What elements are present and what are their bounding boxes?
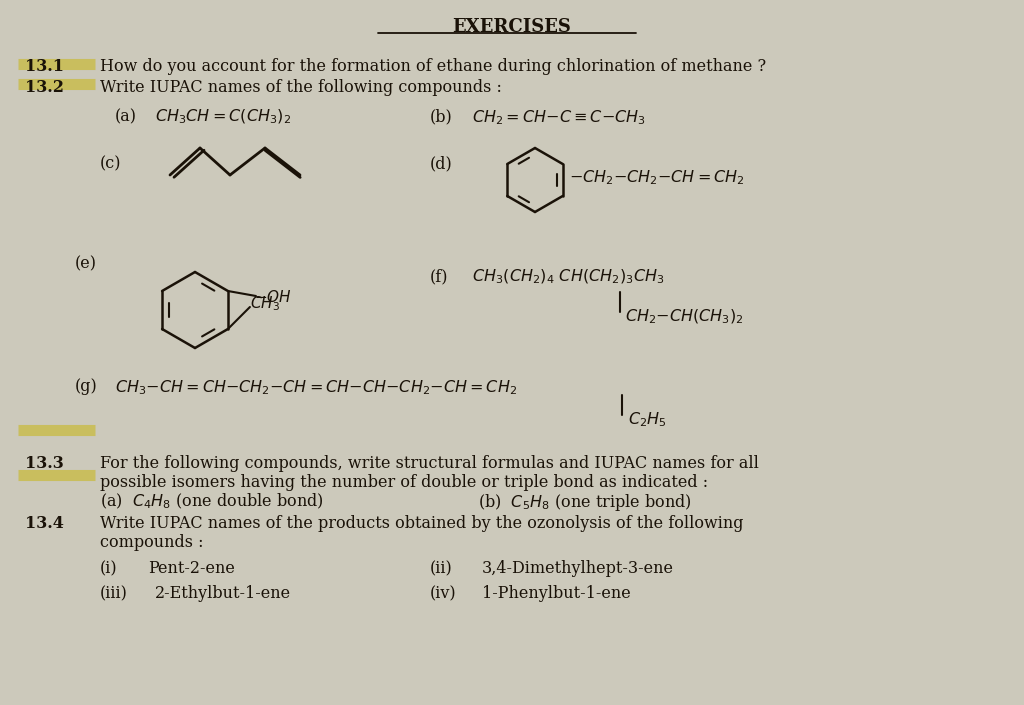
Text: Write IUPAC names of the following compounds :: Write IUPAC names of the following compo… — [100, 79, 502, 96]
Text: (ii): (ii) — [430, 560, 453, 577]
Text: $-OH$: $-OH$ — [254, 289, 292, 305]
Text: $CH_3(CH_2)_4\ CH(CH_2)_3CH_3$: $CH_3(CH_2)_4\ CH(CH_2)_3CH_3$ — [472, 268, 665, 286]
Text: $C_2H_5$: $C_2H_5$ — [628, 410, 667, 429]
Text: How do you account for the formation of ethane during chlorination of methane ?: How do you account for the formation of … — [100, 58, 766, 75]
Text: possible isomers having the number of double or triple bond as indicated :: possible isomers having the number of do… — [100, 474, 709, 491]
Text: (a): (a) — [115, 108, 137, 125]
Text: For the following compounds, write structural formulas and IUPAC names for all: For the following compounds, write struc… — [100, 455, 759, 472]
Text: (g): (g) — [75, 378, 97, 395]
Text: (i): (i) — [100, 560, 118, 577]
Text: (d): (d) — [430, 155, 453, 172]
Text: 13.4: 13.4 — [25, 515, 63, 532]
Text: (iv): (iv) — [430, 585, 457, 602]
Text: 13.2: 13.2 — [25, 79, 63, 96]
Text: 1-Phenylbut-1-ene: 1-Phenylbut-1-ene — [482, 585, 631, 602]
Text: 3,4-Dimethylhept-3-ene: 3,4-Dimethylhept-3-ene — [482, 560, 674, 577]
Text: EXERCISES: EXERCISES — [453, 18, 571, 36]
Text: 13.3: 13.3 — [25, 455, 63, 472]
Text: $-CH_2{-}CH_2{-}CH{=}CH_2$: $-CH_2{-}CH_2{-}CH{=}CH_2$ — [569, 168, 744, 187]
Text: $CH_2=CH{-}C{\equiv}C{-}CH_3$: $CH_2=CH{-}C{\equiv}C{-}CH_3$ — [472, 108, 646, 127]
Text: (b)  $C_5H_8$ (one triple bond): (b) $C_5H_8$ (one triple bond) — [478, 492, 691, 513]
Text: (b): (b) — [430, 108, 453, 125]
Text: (e): (e) — [75, 255, 97, 272]
Text: (iii): (iii) — [100, 585, 128, 602]
Text: (f): (f) — [430, 268, 449, 285]
Text: 2-Ethylbut-1-ene: 2-Ethylbut-1-ene — [155, 585, 291, 602]
Text: 13.1: 13.1 — [25, 58, 63, 75]
Text: $CH_3{-}CH{=}CH{-}CH_2{-}CH{=}CH{-}CH{-}CH_2{-}CH{=}CH_2$: $CH_3{-}CH{=}CH{-}CH_2{-}CH{=}CH{-}CH{-}… — [115, 378, 517, 397]
Text: $CH_3$: $CH_3$ — [250, 294, 280, 313]
Text: (c): (c) — [100, 155, 122, 172]
Text: Write IUPAC names of the products obtained by the ozonolysis of the following: Write IUPAC names of the products obtain… — [100, 515, 743, 532]
Text: $CH_2{-}CH(CH_3)_2$: $CH_2{-}CH(CH_3)_2$ — [625, 308, 743, 326]
Text: compounds :: compounds : — [100, 534, 204, 551]
Text: $CH_3CH=C(CH_3)_2$: $CH_3CH=C(CH_3)_2$ — [155, 108, 291, 126]
Text: Pent-2-ene: Pent-2-ene — [148, 560, 234, 577]
Text: (a)  $C_4H_8$ (one double bond): (a) $C_4H_8$ (one double bond) — [100, 492, 324, 511]
